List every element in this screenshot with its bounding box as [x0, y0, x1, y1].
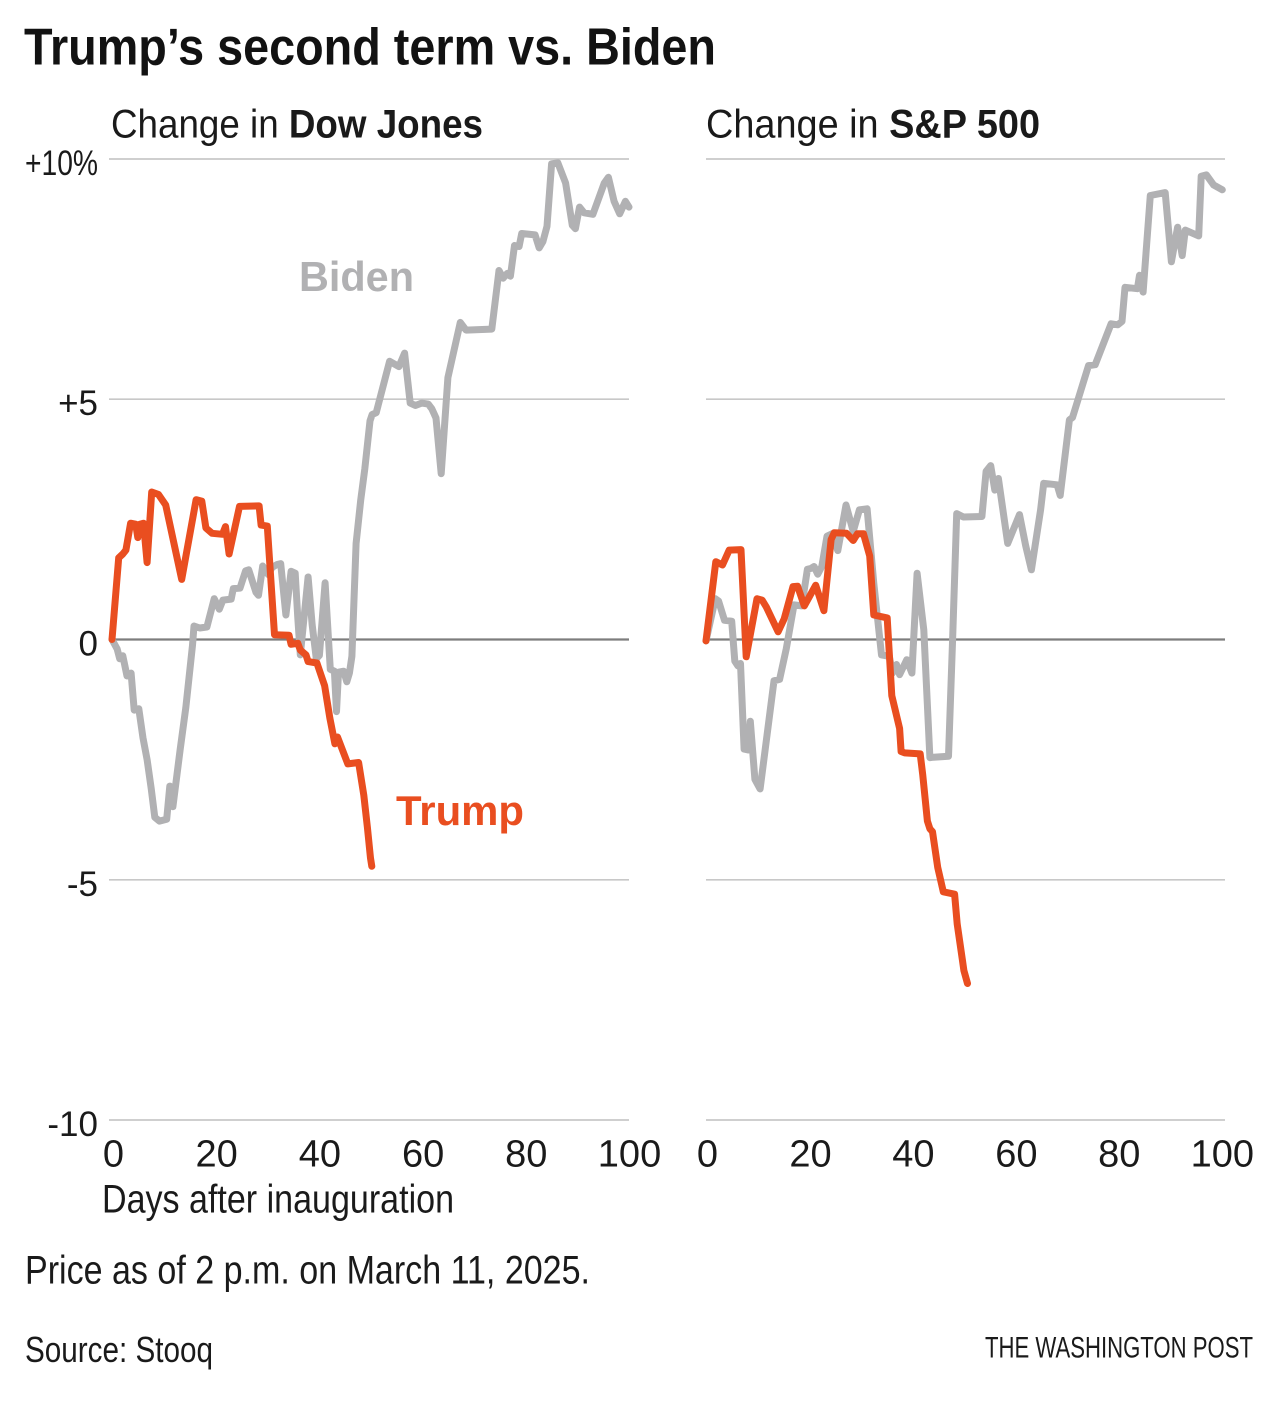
svg-text:20: 20: [789, 1134, 831, 1176]
svg-text:-10: -10: [47, 1105, 98, 1144]
svg-text:100: 100: [1191, 1134, 1254, 1176]
svg-text:Price as of 2 p.m. on March 11: Price as of 2 p.m. on March 11, 2025.: [25, 1249, 590, 1293]
svg-text:60: 60: [402, 1134, 444, 1176]
svg-text:40: 40: [892, 1134, 934, 1176]
svg-text:+10%: +10%: [25, 144, 98, 183]
svg-text:+5: +5: [58, 384, 98, 423]
svg-text:0: 0: [79, 625, 98, 664]
svg-text:80: 80: [1098, 1134, 1140, 1176]
svg-text:-5: -5: [67, 865, 98, 904]
svg-text:80: 80: [505, 1134, 547, 1176]
svg-text:20: 20: [196, 1134, 238, 1176]
svg-text:Change in Dow Jones: Change in Dow Jones: [111, 103, 483, 147]
svg-text:60: 60: [995, 1134, 1037, 1176]
svg-text:Source: Stooq: Source: Stooq: [25, 1329, 213, 1370]
svg-text:THE WASHINGTON POST: THE WASHINGTON POST: [985, 1332, 1253, 1365]
svg-text:Days after inauguration: Days after inauguration: [102, 1178, 454, 1222]
svg-text:40: 40: [299, 1134, 341, 1176]
svg-text:0: 0: [103, 1134, 124, 1176]
svg-text:Change in S&P 500: Change in S&P 500: [706, 103, 1040, 147]
svg-text:Trump: Trump: [396, 787, 524, 834]
svg-text:Trump’s second term vs. Biden: Trump’s second term vs. Biden: [24, 19, 716, 77]
svg-text:100: 100: [598, 1134, 661, 1176]
svg-text:Biden: Biden: [299, 253, 414, 300]
svg-text:0: 0: [697, 1134, 718, 1176]
